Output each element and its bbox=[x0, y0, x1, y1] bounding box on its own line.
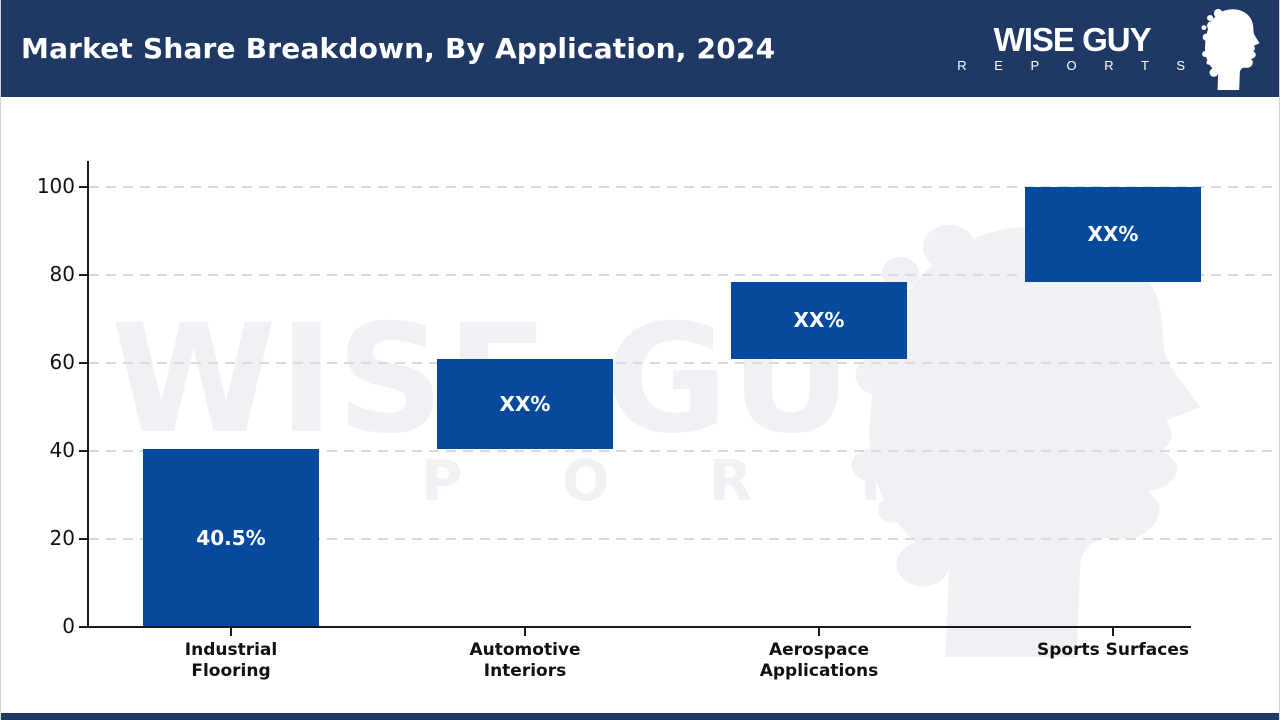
bar-value-label: XX% bbox=[1087, 222, 1139, 247]
x-axis-tick-sports-surfaces bbox=[1112, 628, 1114, 636]
x-axis-category-label-aerospace-applications: Aerospace Applications bbox=[759, 640, 879, 681]
footer-bar bbox=[1, 713, 1279, 720]
logo-subtext: R E P O R T S bbox=[957, 58, 1197, 74]
bar-sports-surfaces: XX% bbox=[1025, 187, 1201, 282]
x-axis-category-label-automotive-interiors: Automotive Interiors bbox=[469, 640, 581, 681]
x-axis-line bbox=[87, 626, 1191, 628]
x-axis-tick-industrial-flooring bbox=[230, 628, 232, 636]
x-axis-tick-automotive-interiors bbox=[524, 628, 526, 636]
y-axis-tick-20 bbox=[79, 538, 87, 540]
bar-value-label: 40.5% bbox=[196, 525, 266, 550]
header-bar: Market Share Breakdown, By Application, … bbox=[1, 0, 1279, 97]
bar-aerospace-applications: XX% bbox=[731, 281, 907, 359]
y-axis-tick-100 bbox=[79, 186, 87, 188]
y-gridline-40 bbox=[89, 450, 1273, 452]
y-gridline-80 bbox=[89, 274, 1273, 276]
y-axis-tick-label-40: 40 bbox=[49, 438, 75, 462]
y-gridline-100 bbox=[89, 186, 1273, 188]
x-axis-category-label-industrial-flooring: Industrial Flooring bbox=[184, 640, 278, 681]
chart-title: Market Share Breakdown, By Application, … bbox=[21, 32, 776, 65]
y-gridline-60 bbox=[89, 362, 1273, 364]
logo-head-icon bbox=[1199, 6, 1267, 90]
y-gridline-20 bbox=[89, 538, 1273, 540]
bar-automotive-interiors: XX% bbox=[437, 358, 613, 449]
y-axis-tick-60 bbox=[79, 362, 87, 364]
logo: WISE GUY R E P O R T S bbox=[947, 6, 1267, 90]
logo-wordmark: WISE GUY bbox=[993, 20, 1152, 58]
bar-value-label: XX% bbox=[793, 308, 845, 333]
logo-text: WISE GUY R E P O R T S bbox=[947, 20, 1197, 74]
bar-value-label: XX% bbox=[499, 391, 551, 416]
y-axis-line bbox=[87, 161, 89, 628]
y-axis-tick-label-0: 0 bbox=[62, 614, 75, 638]
y-axis-tick-label-60: 60 bbox=[49, 350, 75, 374]
x-axis-tick-aerospace-applications bbox=[818, 628, 820, 636]
y-axis-tick-80 bbox=[79, 274, 87, 276]
y-axis-tick-label-100: 100 bbox=[36, 174, 75, 198]
x-axis-category-label-sports-surfaces: Sports Surfaces bbox=[1037, 640, 1189, 660]
y-axis-tick-label-80: 80 bbox=[49, 262, 75, 286]
y-axis-tick-label-20: 20 bbox=[49, 526, 75, 550]
y-axis-tick-0 bbox=[79, 626, 87, 628]
bar-industrial-flooring: 40.5% bbox=[143, 448, 319, 627]
plot-area: WISE GUY R E P O R T S 0 20 40 60 80 100 40.5%… bbox=[1, 97, 1279, 713]
y-axis-tick-40 bbox=[79, 450, 87, 452]
